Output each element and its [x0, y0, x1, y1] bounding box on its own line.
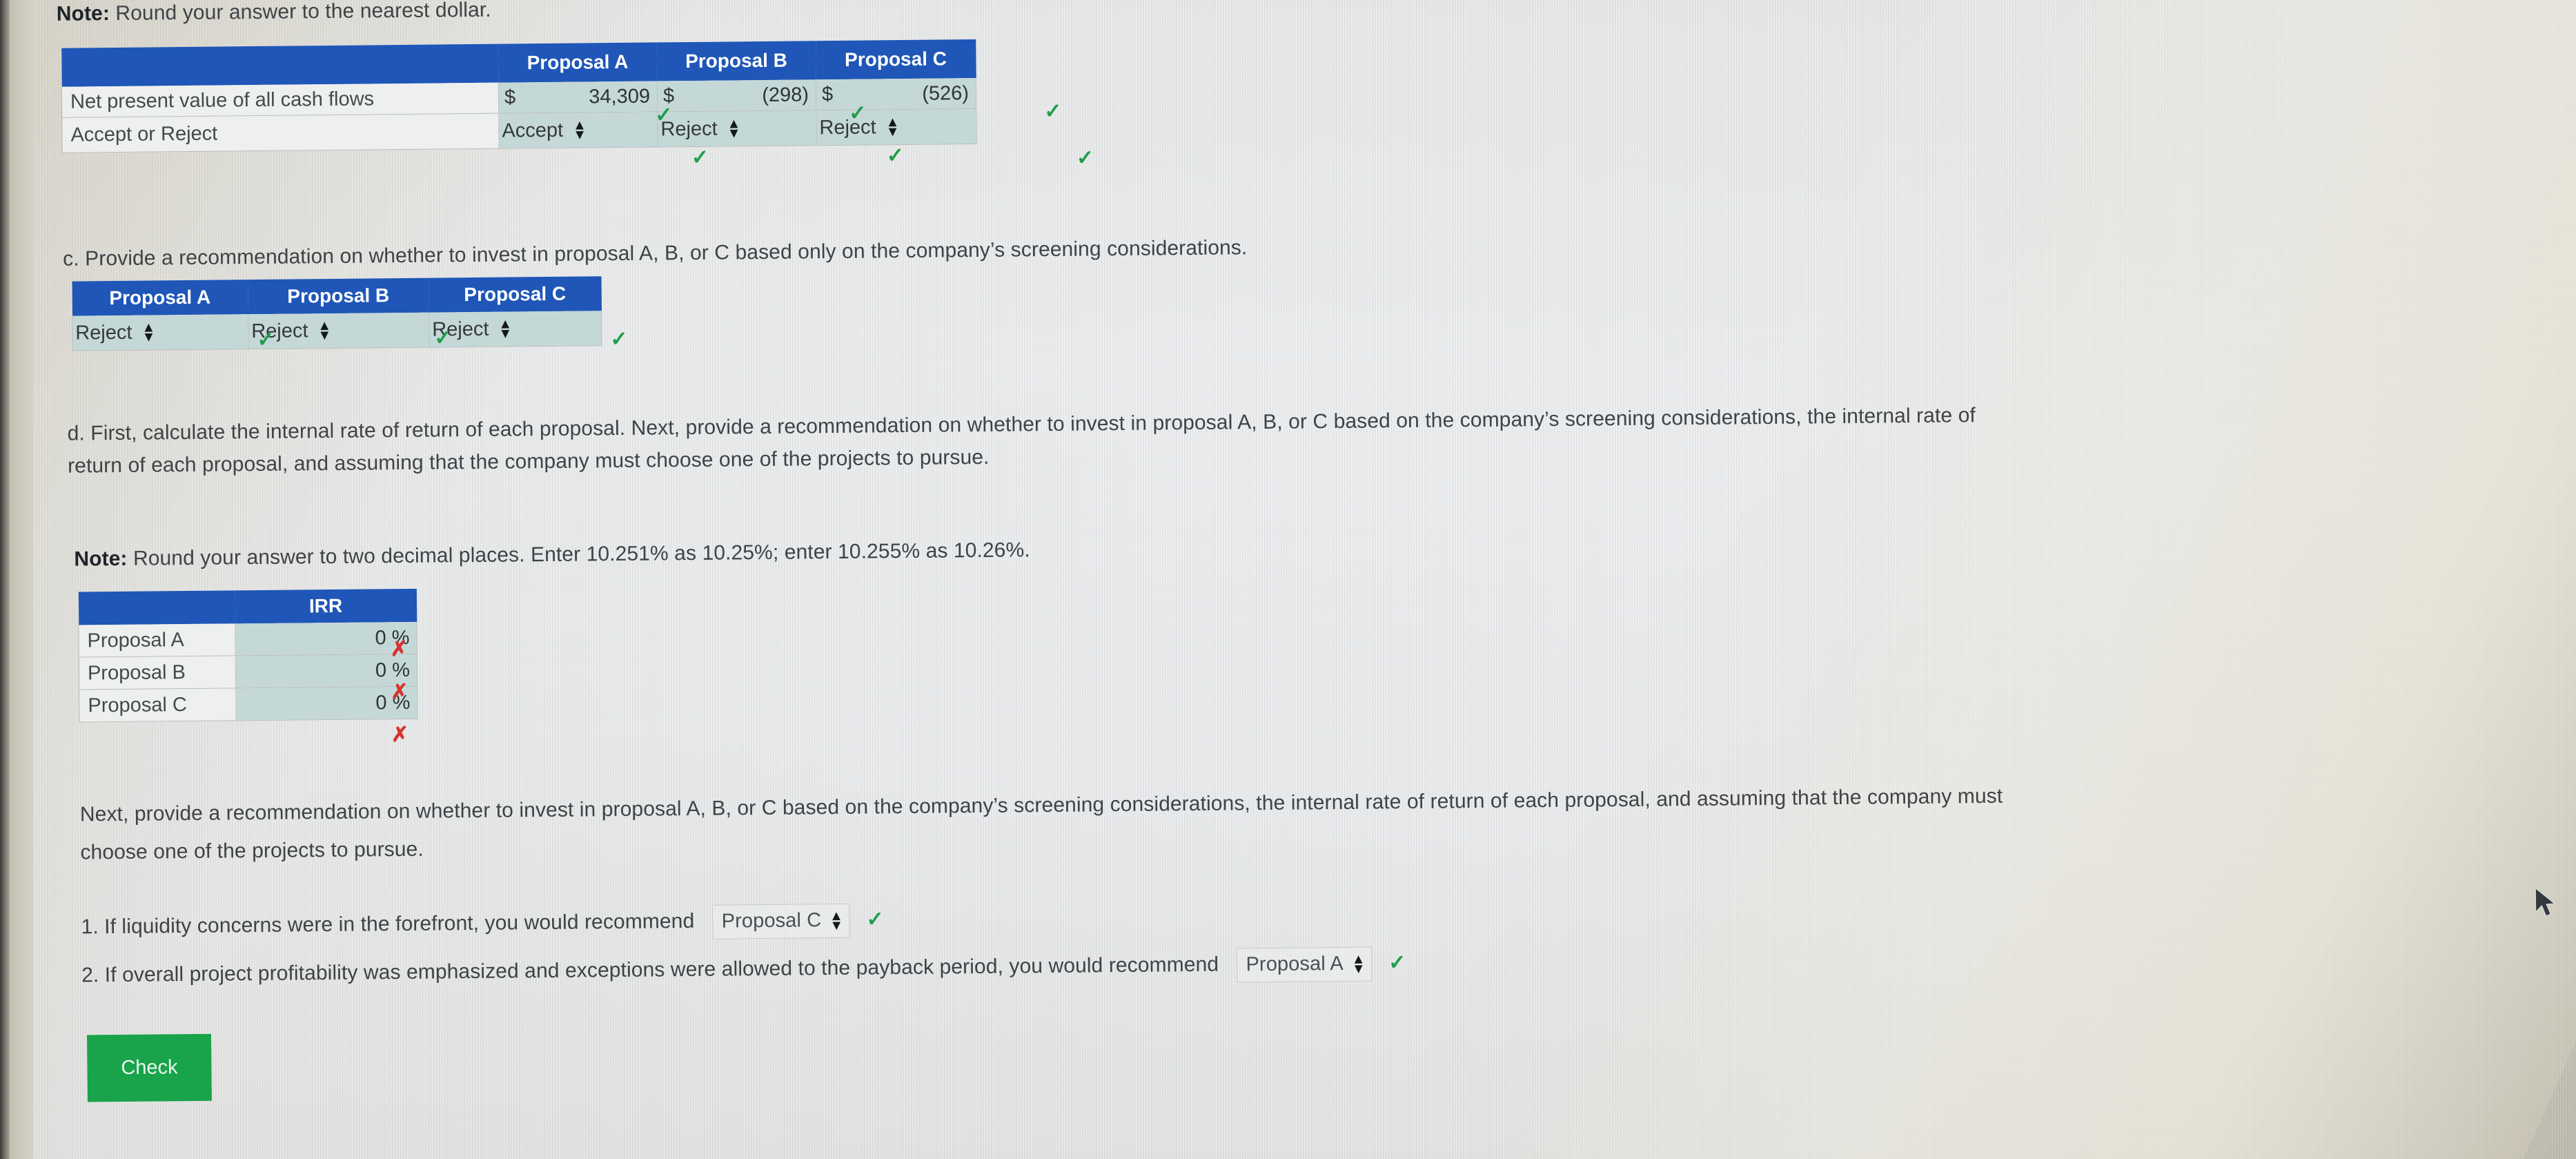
- select-value: Reject: [75, 321, 132, 344]
- npv-row-label: Net present value of all cash flows: [61, 82, 499, 118]
- part-d-note: Note: Round your answer to two decimal p…: [74, 536, 1030, 574]
- select-value: Reject: [819, 115, 876, 139]
- currency-symbol: $: [821, 83, 834, 106]
- accept-reject-cell-b[interactable]: Reject ▲ ▼: [657, 110, 817, 147]
- npv-header-blank: [61, 43, 499, 87]
- question-2-text: 2. If overall project profitability was …: [81, 953, 1219, 987]
- part-c-cell-b[interactable]: Reject ▲ ▼: [248, 312, 429, 349]
- updown-caret-icon: ▲ ▼: [1351, 951, 1366, 977]
- accept-reject-select-a[interactable]: Accept ▲ ▼: [499, 117, 589, 143]
- npv-cell-proposal-a[interactable]: $34,309: [498, 81, 658, 114]
- irr-header-irr: IRR: [235, 588, 417, 624]
- table-row: Proposal A 0 %: [78, 621, 417, 658]
- irr-value-a: 0: [375, 626, 386, 649]
- note-top-text: Round your answer to the nearest dollar.: [109, 0, 491, 26]
- monitor-bezel-inner: [10, 0, 33, 1159]
- part-d-note-text: Round your answer to two decimal places.…: [127, 538, 1030, 570]
- updown-caret-icon: ▲ ▼: [885, 114, 900, 140]
- question-1-text: 1. If liquidity concerns were in the for…: [81, 909, 695, 939]
- accept-reject-row-label: Accept or Reject: [61, 113, 500, 153]
- irr-value-c: 0: [375, 691, 387, 714]
- part-c-cell-a[interactable]: Reject ▲ ▼: [72, 314, 248, 351]
- updown-caret-icon: ▲ ▼: [727, 115, 741, 142]
- accept-reject-cell-c[interactable]: Reject ▲ ▼: [816, 108, 977, 146]
- currency-symbol: $: [504, 86, 516, 109]
- part-c-prompt: c. Provide a recommendation on whether t…: [63, 236, 1248, 271]
- npv-value-c: (526): [922, 81, 970, 105]
- npv-cell-proposal-c[interactable]: $ (526): [816, 78, 976, 110]
- check-icon: ✓: [886, 144, 905, 168]
- updown-caret-icon: ▲ ▼: [829, 908, 844, 934]
- part-d-prompt-line2: return of each proposal, and assuming th…: [67, 445, 990, 478]
- irr-value-b: 0: [375, 659, 387, 681]
- part-c-header-row: Proposal A Proposal B Proposal C: [72, 276, 602, 316]
- question-1-select[interactable]: Proposal C ▲ ▼: [712, 903, 850, 939]
- check-icon: ✓: [866, 908, 884, 931]
- part-c-header-proposal-b: Proposal B: [248, 277, 429, 315]
- npv-header-proposal-b: Proposal B: [656, 41, 816, 81]
- part-d-followup-line2: choose one of the projects to pursue.: [80, 837, 424, 864]
- check-icon: ✓: [1076, 146, 1094, 170]
- check-icon: ✓: [434, 327, 452, 350]
- check-icon: ✓: [655, 104, 673, 127]
- check-icon: ✓: [1044, 99, 1062, 124]
- note-top: Note: Round your answer to the nearest d…: [57, 0, 491, 29]
- monitor-bezel: [0, 0, 10, 1159]
- irr-table: IRR Proposal A 0 % Proposal B 0 % Propos…: [78, 588, 418, 723]
- part-d-followup-line1: Next, provide a recommendation on whethe…: [79, 784, 2003, 826]
- part-c-header-proposal-a: Proposal A: [72, 280, 248, 316]
- npv-header-proposal-c: Proposal C: [815, 39, 976, 80]
- check-icon: ✓: [257, 328, 275, 352]
- npv-header-proposal-a: Proposal A: [498, 42, 658, 83]
- part-c-table: Proposal A Proposal B Proposal C Reject …: [72, 276, 602, 351]
- updown-caret-icon: ▲ ▼: [498, 316, 513, 342]
- check-button[interactable]: Check: [87, 1033, 212, 1102]
- part-c-header-proposal-c: Proposal C: [429, 276, 602, 313]
- mouse-pointer-icon: [2534, 886, 2557, 922]
- updown-caret-icon: ▲ ▼: [572, 117, 587, 143]
- question-2-select[interactable]: Proposal A ▲ ▼: [1237, 946, 1372, 983]
- question-2-row: 2. If overall project profitability was …: [81, 946, 1406, 993]
- npv-table: Proposal A Proposal B Proposal C Net pre…: [61, 39, 977, 153]
- select-value: Proposal C: [721, 909, 822, 933]
- check-icon: ✓: [610, 327, 628, 351]
- npv-value-a: 34,309: [589, 85, 651, 108]
- updown-caret-icon: ▲ ▼: [317, 318, 332, 344]
- irr-row-label-a: Proposal A: [78, 623, 236, 658]
- irr-row-label-b: Proposal B: [79, 655, 236, 690]
- part-d-note-label: Note:: [74, 547, 128, 571]
- irr-table-header-row: IRR: [78, 588, 417, 625]
- table-row: Reject ▲ ▼ Reject ▲ ▼ Reject ▲ ▼: [72, 311, 602, 351]
- accept-reject-cell-a[interactable]: Accept ▲ ▼: [498, 111, 658, 149]
- select-value: Proposal A: [1246, 953, 1344, 976]
- note-top-label: Note:: [56, 2, 110, 26]
- select-value: Accept: [502, 119, 564, 142]
- npv-cell-proposal-b[interactable]: $ (298): [657, 79, 816, 112]
- check-icon: ✓: [691, 146, 709, 169]
- irr-row-label-c: Proposal C: [79, 688, 237, 723]
- npv-value-b: (298): [762, 83, 809, 106]
- part-d-prompt-line1: d. First, calculate the internal rate of…: [67, 404, 1976, 445]
- part-c-select-a[interactable]: Reject ▲ ▼: [72, 320, 159, 345]
- check-icon: ✓: [849, 101, 867, 125]
- check-icon: ✓: [1388, 951, 1406, 975]
- table-row: Proposal B 0 %: [79, 654, 417, 690]
- part-c-cell-c[interactable]: Reject ▲ ▼: [429, 311, 602, 348]
- cross-icon: ✗: [391, 680, 409, 704]
- table-row: Proposal C 0 %: [79, 686, 418, 723]
- question-1-row: 1. If liquidity concerns were in the for…: [81, 903, 884, 945]
- cross-icon: ✗: [390, 637, 408, 661]
- updown-caret-icon: ▲ ▼: [141, 320, 156, 345]
- cross-icon: ✗: [391, 723, 409, 747]
- percent-unit: %: [392, 659, 411, 681]
- irr-header-blank: [78, 590, 235, 625]
